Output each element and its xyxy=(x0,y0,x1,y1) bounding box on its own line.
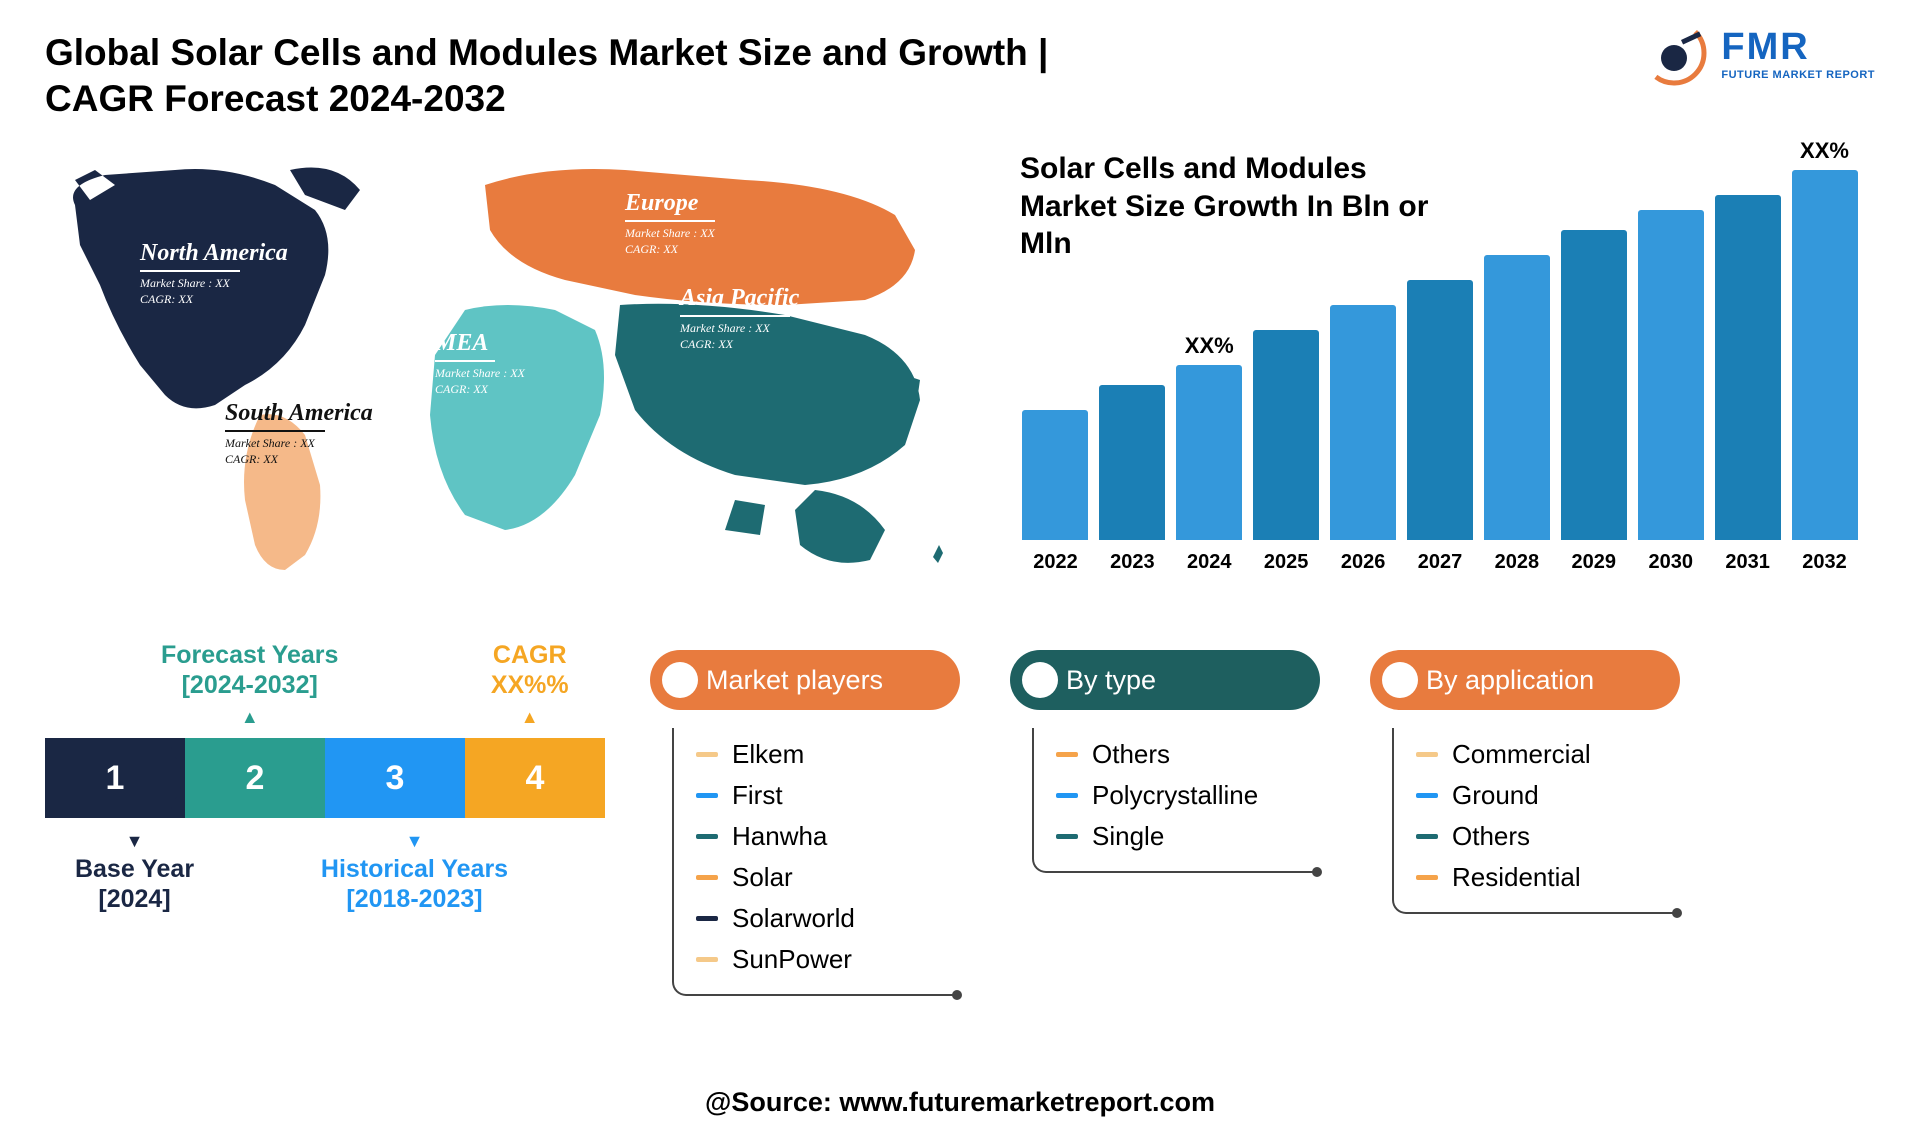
category-market-players: Market players ElkemFirstHanwhaSolarSolar… xyxy=(650,650,960,996)
timeline-bot-1 xyxy=(254,824,261,914)
list-item: Residential xyxy=(1416,857,1680,898)
world-map: North AmericaMarket Share : XXCAGR: XX So… xyxy=(45,155,945,575)
region-label-asia-pacific: Asia PacificMarket Share : XXCAGR: XX xyxy=(680,285,799,353)
bar-2025: 2025 xyxy=(1251,330,1322,540)
timeline-seg-1: 1 xyxy=(45,738,185,818)
logo-subtitle: FUTURE MARKET REPORT xyxy=(1721,69,1875,81)
bar-2030: 2030 xyxy=(1635,210,1706,540)
list-item: Elkem xyxy=(696,734,960,775)
bar-2028: 2028 xyxy=(1481,255,1552,540)
list-item: Hanwha xyxy=(696,816,960,857)
list-item: Single xyxy=(1056,816,1320,857)
bar-2027: 2027 xyxy=(1405,280,1476,540)
logo-text: FMR xyxy=(1721,26,1875,69)
list-item: Others xyxy=(1416,816,1680,857)
region-label-south-america: South AmericaMarket Share : XXCAGR: XX xyxy=(225,400,373,468)
bar-2026: 2026 xyxy=(1328,305,1399,540)
bar-2023: 2023 xyxy=(1097,385,1168,540)
category-by-application: By application CommercialGroundOthersResi… xyxy=(1370,650,1680,914)
list-item: Ground xyxy=(1416,775,1680,816)
timeline-top-0 xyxy=(81,640,88,730)
timeline-top-3: CAGRXX%%▲ xyxy=(491,640,569,730)
timeline-seg-4: 4 xyxy=(465,738,605,818)
region-label-mea: MEAMarket Share : XXCAGR: XX xyxy=(435,330,525,398)
list-item: Others xyxy=(1056,734,1320,775)
fmr-logo: FMR FUTURE MARKET REPORT xyxy=(1639,18,1875,88)
bar-2022: 2022 xyxy=(1020,410,1091,540)
pill-header: By type xyxy=(1010,650,1320,710)
timeline: Forecast Years[2024-2032]▲ CAGRXX%%▲ 123… xyxy=(45,640,605,914)
timeline-bot-0: ▼Base Year[2024] xyxy=(75,824,194,914)
timeline-bot-2: ▼Historical Years[2018-2023] xyxy=(321,824,508,914)
bar-2029: 2029 xyxy=(1558,230,1629,540)
list-item: Polycrystalline xyxy=(1056,775,1320,816)
timeline-seg-3: 3 xyxy=(325,738,465,818)
region-label-europe: EuropeMarket Share : XXCAGR: XX xyxy=(625,190,715,258)
region-label-north-america: North AmericaMarket Share : XXCAGR: XX xyxy=(140,240,288,308)
bar-2032: XX%2032 xyxy=(1789,170,1860,540)
list-item: Solarworld xyxy=(696,898,960,939)
source-text: @Source: www.futuremarketreport.com xyxy=(705,1087,1215,1118)
list-item: First xyxy=(696,775,960,816)
timeline-seg-2: 2 xyxy=(185,738,325,818)
pill-list: OthersPolycrystallineSingle xyxy=(1032,728,1320,873)
category-by-type: By type OthersPolycrystallineSingle xyxy=(1010,650,1320,873)
list-item: Solar xyxy=(696,857,960,898)
list-item: Commercial xyxy=(1416,734,1680,775)
timeline-top-1: Forecast Years[2024-2032]▲ xyxy=(161,640,338,730)
bar-2024: XX%2024 xyxy=(1174,365,1245,540)
pill-list: ElkemFirstHanwhaSolarSolarworldSunPower xyxy=(672,728,960,996)
pill-list: CommercialGroundOthersResidential xyxy=(1392,728,1680,914)
timeline-top-2 xyxy=(411,640,418,730)
logo-icon xyxy=(1639,18,1709,88)
list-item: SunPower xyxy=(696,939,960,980)
bar-2031: 2031 xyxy=(1712,195,1783,540)
timeline-bot-3 xyxy=(568,824,575,914)
pill-header: Market players xyxy=(650,650,960,710)
pill-header: By application xyxy=(1370,650,1680,710)
bar-chart: Solar Cells and Modules Market Size Grow… xyxy=(1020,150,1860,580)
page-title: Global Solar Cells and Modules Market Si… xyxy=(45,30,1135,123)
chart-bars: 20222023XX%20242025202620272028202920302… xyxy=(1020,200,1860,540)
